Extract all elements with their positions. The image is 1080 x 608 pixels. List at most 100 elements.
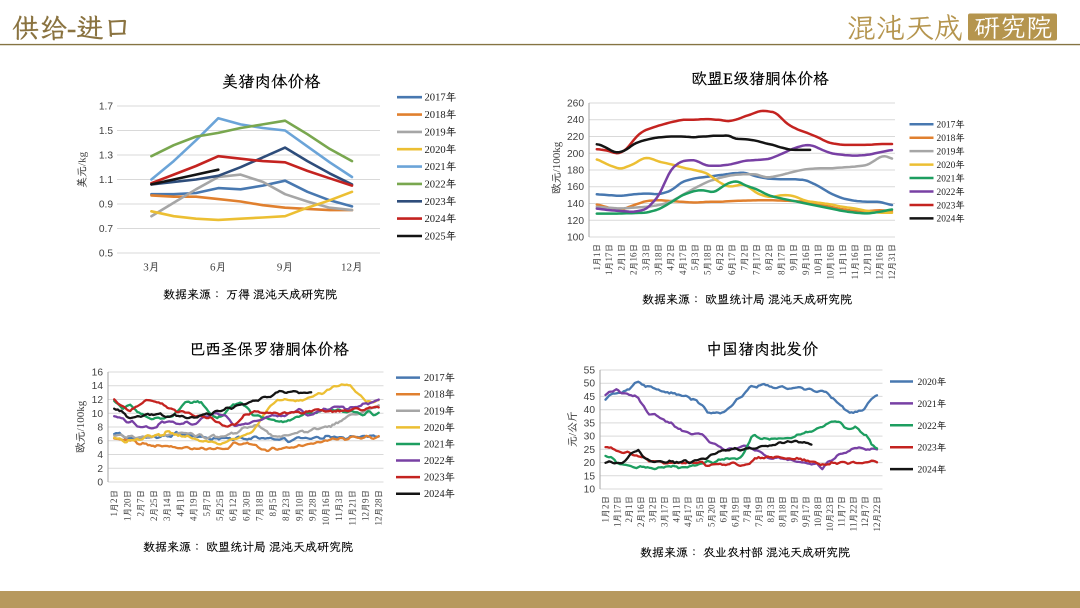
svg-text:12: 12 [360, 512, 370, 521]
svg-text:2023: 2023 [937, 201, 956, 211]
svg-text:15: 15 [584, 471, 596, 482]
svg-text:5: 5 [202, 511, 212, 516]
svg-text:4: 4 [683, 522, 693, 527]
svg-text:1.7: 1.7 [99, 102, 113, 113]
svg-text:11: 11 [334, 512, 344, 521]
svg-text:18: 18 [653, 252, 663, 262]
svg-text:5: 5 [215, 516, 225, 521]
svg-text:8: 8 [97, 423, 103, 434]
svg-text:17: 17 [752, 252, 762, 262]
svg-text:7: 7 [742, 517, 752, 522]
svg-text:/: / [567, 432, 579, 436]
svg-text:2023: 2023 [918, 443, 937, 454]
svg-text:25: 25 [584, 445, 596, 456]
svg-text:2018: 2018 [425, 110, 446, 121]
svg-text:1: 1 [616, 253, 626, 258]
svg-text:16: 16 [801, 252, 811, 262]
svg-text:17: 17 [660, 504, 670, 514]
svg-text:2: 2 [648, 505, 658, 510]
svg-text:16: 16 [629, 252, 639, 262]
svg-text:10: 10 [92, 409, 104, 420]
svg-text:11: 11 [848, 522, 858, 531]
svg-text:16: 16 [321, 498, 331, 508]
svg-text:1.5: 1.5 [99, 126, 113, 137]
svg-text:7: 7 [202, 498, 212, 503]
svg-text:40: 40 [584, 405, 596, 416]
svg-text:20: 20 [584, 458, 596, 469]
svg-text:2: 2 [136, 512, 146, 517]
svg-text:2017: 2017 [424, 373, 445, 384]
svg-text:17: 17 [604, 252, 614, 262]
svg-text:31: 31 [887, 253, 897, 262]
svg-text:3: 3 [766, 504, 776, 509]
svg-text:10: 10 [321, 516, 331, 526]
svg-text:8: 8 [813, 504, 823, 509]
svg-text:12: 12 [875, 271, 885, 280]
svg-text:7: 7 [754, 522, 764, 527]
svg-text:2: 2 [764, 253, 774, 258]
svg-text:12: 12 [887, 271, 897, 280]
svg-text:17: 17 [612, 504, 622, 514]
svg-text:6: 6 [719, 518, 729, 523]
svg-text:0.7: 0.7 [99, 224, 113, 235]
svg-text:17: 17 [776, 252, 786, 262]
svg-text:2021: 2021 [424, 440, 445, 451]
svg-text:0.9: 0.9 [99, 200, 113, 211]
svg-text:2: 2 [109, 499, 119, 504]
svg-text:25: 25 [149, 498, 159, 508]
svg-text:9: 9 [360, 498, 370, 503]
svg-text:2020: 2020 [425, 145, 446, 156]
svg-text:/kg: /kg [77, 151, 89, 166]
svg-text:2024: 2024 [937, 215, 956, 225]
svg-text:16: 16 [875, 252, 885, 262]
svg-text:180: 180 [567, 166, 584, 177]
svg-text:25: 25 [215, 498, 225, 508]
svg-text:23: 23 [281, 498, 291, 508]
svg-text:2021: 2021 [937, 174, 956, 184]
svg-text:4: 4 [719, 504, 729, 509]
svg-text:18: 18 [255, 498, 265, 508]
svg-text:4: 4 [666, 266, 676, 271]
svg-text:3: 3 [660, 522, 670, 527]
svg-text:6: 6 [210, 262, 216, 274]
svg-text:35: 35 [584, 418, 596, 429]
svg-text:240: 240 [567, 115, 584, 126]
svg-text:/100kg: /100kg [551, 141, 563, 172]
svg-text:1: 1 [592, 266, 602, 271]
svg-text:21: 21 [347, 499, 357, 508]
svg-text:8: 8 [764, 266, 774, 271]
svg-text:45: 45 [584, 392, 596, 403]
svg-text:18: 18 [703, 252, 713, 262]
svg-text:8: 8 [778, 522, 788, 527]
svg-text:12: 12 [862, 266, 872, 275]
svg-text:4: 4 [671, 518, 681, 523]
svg-text:3: 3 [641, 252, 651, 257]
svg-text:2024: 2024 [918, 465, 937, 476]
svg-text:7: 7 [255, 516, 265, 521]
svg-text:1: 1 [624, 505, 634, 510]
svg-text:9: 9 [789, 266, 799, 271]
svg-text:22: 22 [848, 504, 858, 513]
svg-text:3: 3 [162, 516, 172, 521]
svg-text:E: E [723, 71, 733, 88]
svg-text:2022: 2022 [918, 421, 937, 432]
svg-text:3: 3 [690, 252, 700, 257]
svg-text:12: 12 [341, 262, 352, 274]
svg-text:4: 4 [175, 512, 185, 517]
svg-text:2: 2 [616, 266, 626, 271]
svg-text:6: 6 [241, 516, 251, 521]
svg-text:2018: 2018 [937, 134, 956, 144]
svg-text:10: 10 [813, 266, 823, 276]
svg-text:1.3: 1.3 [99, 151, 113, 162]
svg-text:1: 1 [601, 518, 611, 523]
svg-text:2: 2 [624, 518, 634, 523]
svg-text:1: 1 [789, 253, 799, 258]
svg-text:2022: 2022 [425, 179, 446, 190]
svg-text:6: 6 [727, 270, 737, 275]
svg-text:5: 5 [707, 522, 717, 527]
svg-text:/100kg: /100kg [75, 400, 87, 431]
svg-text:10: 10 [825, 522, 835, 532]
svg-text:1: 1 [813, 253, 823, 258]
svg-text:4: 4 [189, 516, 199, 521]
svg-text:120: 120 [567, 216, 584, 227]
